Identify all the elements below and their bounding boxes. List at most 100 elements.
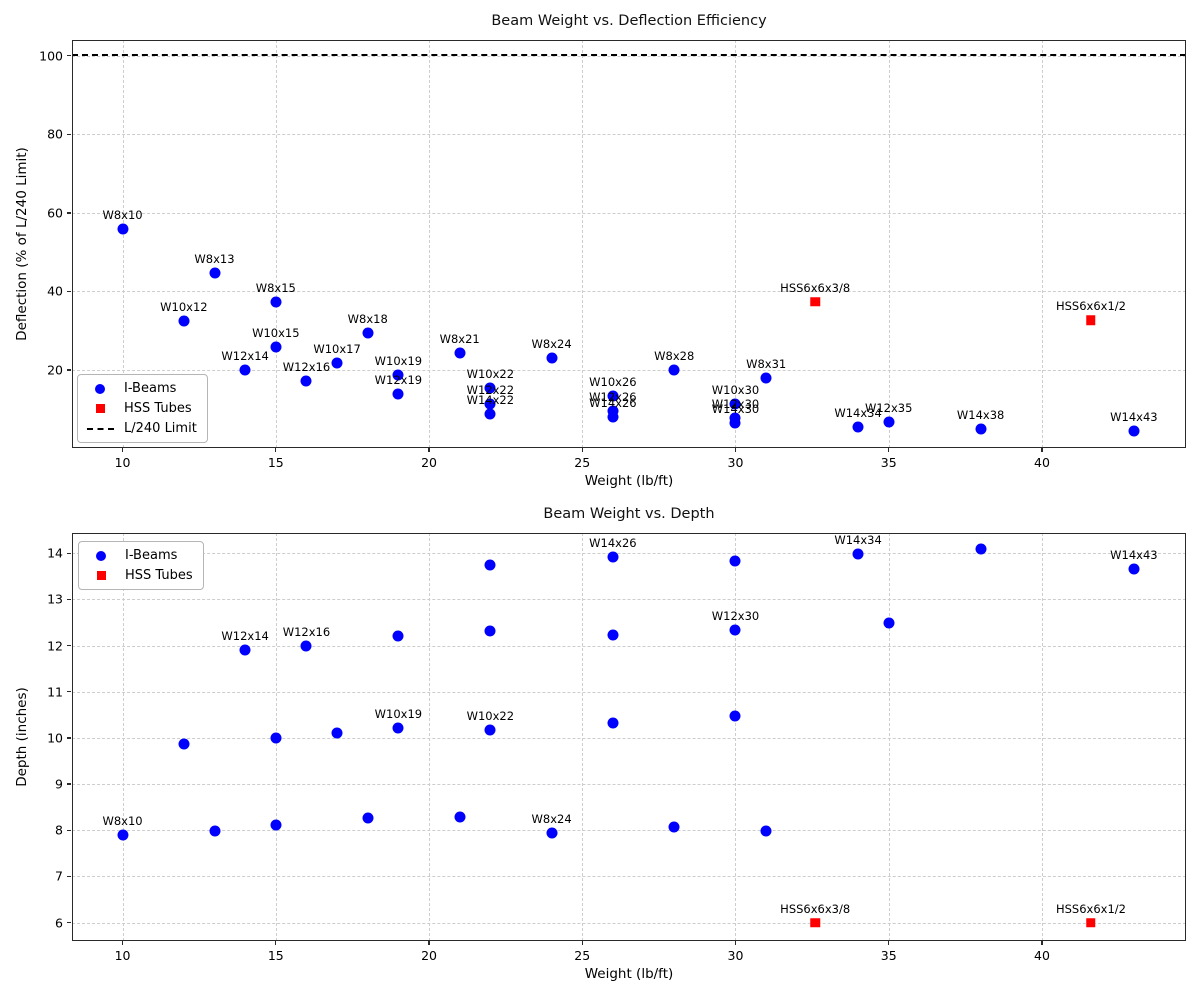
point-W10x12 — [178, 738, 190, 750]
y-gridline — [72, 784, 1186, 786]
x-tick-label: 40 — [1034, 455, 1050, 470]
ibeam-marker-icon — [85, 383, 115, 394]
x-tick-mark — [1041, 448, 1043, 452]
point-W12x19 — [392, 388, 404, 400]
point-W8x24 — [546, 827, 558, 839]
point-W8x13 — [209, 825, 220, 837]
point-HSS6x6x1/2 — [1086, 315, 1096, 325]
point-label-W12x14: W12x14 — [221, 628, 269, 643]
hss-marker-icon — [86, 571, 116, 580]
x-gridline — [122, 40, 124, 448]
y-tick-label: 8 — [55, 822, 63, 838]
point-W8x28 — [668, 821, 680, 833]
y-tick-label: 20 — [47, 362, 63, 378]
x-gridline — [1041, 533, 1043, 941]
point-W14x43 — [1128, 563, 1140, 575]
legend-item-hss-tubes: HSS Tubes — [86, 568, 193, 583]
y-gridline — [72, 922, 1186, 924]
point-W10x17 — [331, 357, 343, 369]
point-label-W12x16: W12x16 — [282, 360, 331, 374]
ibeam-marker-icon — [86, 550, 116, 561]
y-tick-mark — [67, 875, 71, 878]
y-gridline — [72, 876, 1186, 878]
y-tick-mark — [67, 290, 71, 293]
legend-item-ibeams: I-Beams — [85, 381, 197, 396]
point-label-W8x24: W8x24 — [531, 812, 572, 827]
point-HSS6x6x3/8 — [810, 296, 820, 307]
y-tick-mark — [67, 691, 71, 693]
point-W12x16 — [300, 640, 312, 652]
point-W8x10 — [117, 223, 129, 235]
point-W14x34 — [852, 548, 864, 560]
point-label-W12x14: W12x14 — [221, 349, 269, 363]
x-gridline — [582, 40, 584, 448]
point-label-HSS6x6x1/2: HSS6x6x1/2 — [1055, 299, 1126, 314]
point-label-W12x30: W12x30 — [711, 396, 760, 411]
y-tick-label: 6 — [55, 915, 63, 931]
point-W10x22 — [484, 382, 496, 394]
y-tick-mark — [67, 829, 71, 831]
x-tick-mark — [1041, 941, 1043, 945]
x-tick-mark — [888, 448, 890, 452]
point-W8x18 — [362, 812, 374, 824]
x-tick-label: 35 — [880, 948, 897, 963]
x-tick-mark — [428, 941, 430, 945]
chart1-title: Beam Weight vs. Deflection Efficiency — [491, 13, 767, 29]
x-gridline — [888, 533, 890, 941]
legend-label: HSS Tubes — [125, 568, 193, 583]
legend-item-hss-tubes: HSS Tubes — [85, 401, 197, 416]
point-W8x18 — [362, 327, 374, 339]
chart2-y-axis-label: Depth (inches) — [14, 687, 30, 787]
x-tick-label: 30 — [727, 455, 744, 470]
y-tick-mark — [67, 598, 71, 601]
limit-line — [72, 54, 1186, 57]
point-label-W10x22: W10x22 — [466, 709, 515, 724]
x-tick-label: 15 — [267, 948, 284, 963]
y-gridline — [72, 553, 1186, 555]
x-tick-label: 10 — [114, 948, 131, 963]
point-label-HSS6x6x3/8: HSS6x6x3/8 — [780, 280, 851, 295]
chart2-plot-area — [72, 533, 1186, 941]
y-tick-label: 80 — [47, 126, 63, 142]
point-label-W8x21: W8x21 — [439, 331, 480, 346]
point-W10x19 — [392, 369, 404, 381]
point-W12x19 — [392, 630, 404, 642]
point-W10x30 — [729, 398, 741, 410]
chart1-legend: I-Beams HSS Tubes L/240 Limit — [77, 374, 208, 443]
point-label-W10x26: W10x26 — [589, 375, 637, 390]
y-tick-label: 60 — [47, 205, 63, 221]
y-tick-label: 100 — [39, 48, 63, 64]
y-tick-mark — [67, 369, 71, 371]
y-gridline — [72, 134, 1186, 136]
point-label-W14x26: W14x26 — [589, 396, 637, 411]
x-gridline — [275, 40, 277, 448]
point-W12x35 — [883, 416, 895, 428]
point-label-W10x17: W10x17 — [313, 341, 361, 356]
point-W10x26 — [607, 390, 619, 402]
legend-item-limit: L/240 Limit — [85, 421, 197, 436]
y-tick-mark — [67, 644, 71, 647]
point-label-W8x28: W8x28 — [654, 349, 695, 363]
point-label-HSS6x6x3/8: HSS6x6x3/8 — [780, 901, 851, 916]
point-W10x22 — [484, 724, 496, 736]
y-tick-mark — [67, 783, 71, 785]
point-label-W14x34: W14x34 — [834, 405, 882, 420]
point-W10x17 — [331, 727, 343, 739]
point-W12x26 — [607, 405, 619, 417]
point-label-W8x15: W8x15 — [255, 280, 296, 295]
x-tick-mark — [734, 448, 737, 452]
y-gridline — [72, 691, 1186, 693]
point-W14x22 — [484, 559, 496, 571]
point-label-W8x31: W8x31 — [746, 357, 787, 372]
y-tick-label: 14 — [47, 545, 63, 561]
x-tick-label: 25 — [574, 948, 591, 963]
point-W10x26 — [607, 717, 619, 729]
x-tick-mark — [581, 941, 583, 945]
y-tick-mark — [67, 552, 71, 554]
y-gridline — [72, 830, 1186, 832]
point-W8x31 — [760, 825, 772, 837]
point-W14x34 — [852, 421, 864, 433]
chart2-title: Beam Weight vs. Depth — [543, 506, 715, 522]
point-HSS6x6x3/8 — [810, 917, 820, 928]
point-W12x30 — [729, 624, 741, 636]
